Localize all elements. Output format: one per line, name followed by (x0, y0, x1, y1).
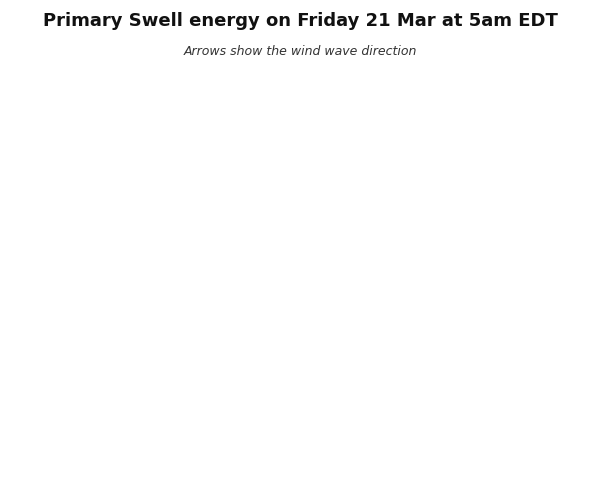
Text: Arrows show the wind wave direction: Arrows show the wind wave direction (184, 45, 417, 58)
Text: Primary Swell energy on Friday 21 Mar at 5am EDT: Primary Swell energy on Friday 21 Mar at… (43, 12, 558, 30)
Text: Map requires cartopy: Map requires cartopy (227, 269, 374, 283)
